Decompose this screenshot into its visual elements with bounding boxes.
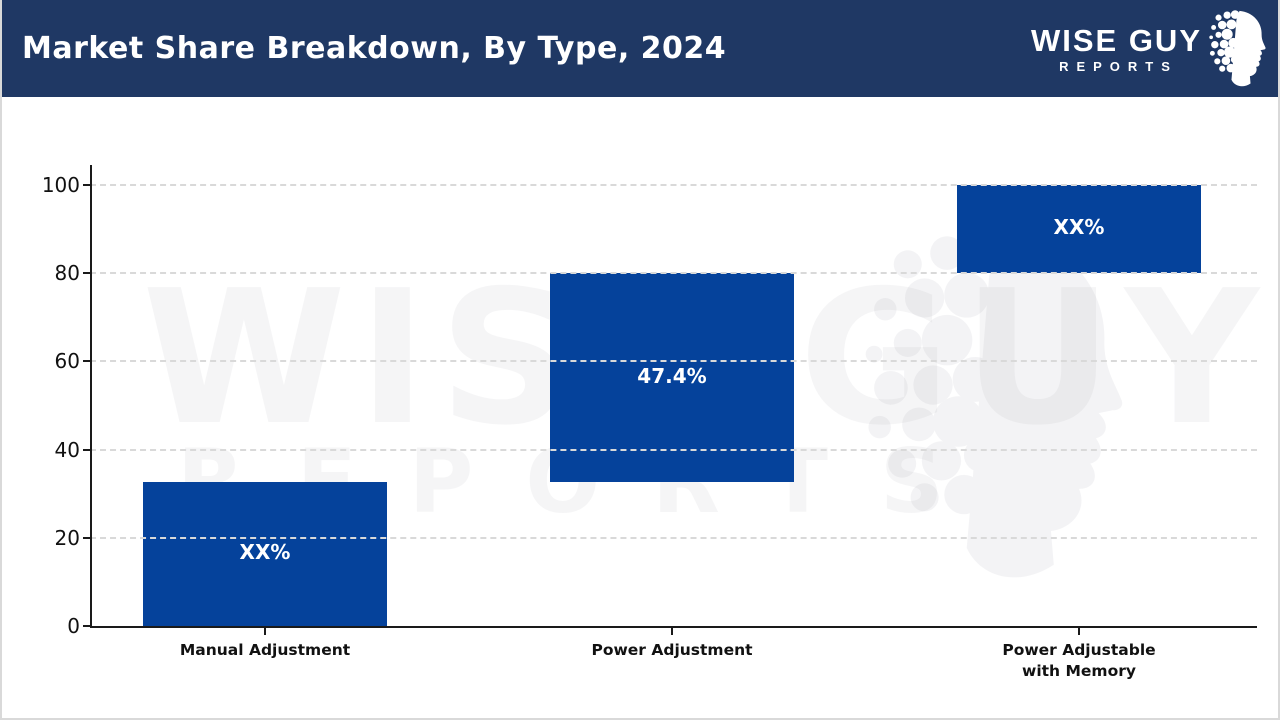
- gridline: [90, 536, 1257, 539]
- y-tick-label: 60: [54, 349, 80, 374]
- category-label-line: Power Adjustment: [591, 641, 753, 659]
- y-axis-line: [90, 165, 92, 628]
- category-label-line: Power Adjustable: [1002, 641, 1156, 659]
- x-tick-mark: [264, 628, 266, 635]
- category-label: Power Adjustment: [512, 640, 832, 661]
- logo-wordmark: WISE GUY: [1030, 22, 1202, 58]
- gridline: [90, 184, 1257, 186]
- x-tick-mark: [1078, 628, 1080, 635]
- y-tick-label: 100: [41, 173, 80, 197]
- watermark-head-icon: [865, 230, 1123, 578]
- market-share-bar: [957, 185, 1201, 274]
- y-tick-mark: [83, 536, 90, 539]
- y-tick-label: 40: [54, 437, 80, 462]
- y-tick-mark: [83, 625, 90, 627]
- bar-value-label: 47.4%: [637, 363, 707, 388]
- y-tick-mark: [83, 448, 90, 451]
- page-title: Market Share Breakdown, By Type, 2024: [22, 31, 727, 66]
- y-tick-mark: [83, 272, 90, 275]
- wiseguy-logo: WISE GUY REPORTS: [1031, 9, 1268, 89]
- x-axis-line: [90, 626, 1257, 628]
- category-label: Manual Adjustment: [105, 640, 425, 661]
- logo-subtitle: REPORTS: [1059, 58, 1178, 74]
- y-tick-label: 80: [54, 261, 80, 286]
- wiseguy-head-icon: [1209, 9, 1266, 86]
- y-tick-mark: [83, 184, 90, 186]
- market-share-bar: [143, 482, 387, 626]
- x-tick-mark: [671, 628, 673, 635]
- market-share-bar: [550, 273, 794, 483]
- category-label-line: with Memory: [1022, 661, 1136, 680]
- gridline: [90, 272, 1257, 275]
- bar-value-label: XX%: [1053, 215, 1105, 240]
- gridline: [90, 360, 1257, 363]
- y-tick-label: 0: [67, 614, 80, 638]
- y-tick-label: 20: [54, 525, 80, 550]
- bar-value-label: XX%: [239, 540, 291, 565]
- gridline: [90, 448, 1257, 451]
- category-label: Power Adjustable with Memory: [919, 640, 1239, 682]
- y-tick-mark: [83, 360, 90, 363]
- category-label-line: Manual Adjustment: [179, 641, 351, 659]
- header-bar: Market Share Breakdown, By Type, 2024 WI…: [2, 0, 1278, 97]
